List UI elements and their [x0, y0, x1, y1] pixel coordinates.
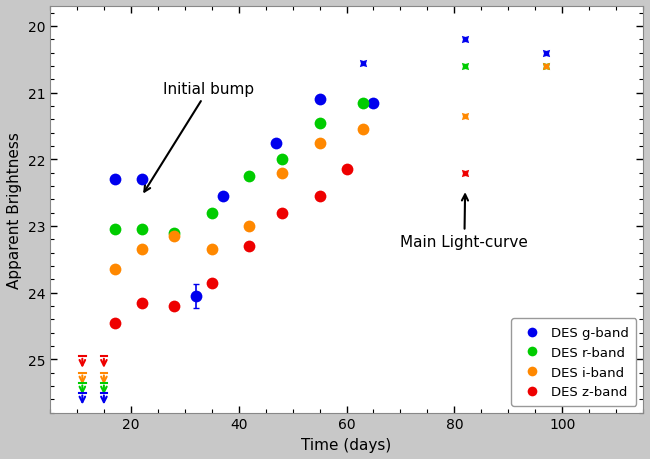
Point	[277, 209, 287, 217]
Text: Initial bump: Initial bump	[144, 82, 254, 192]
Point	[207, 209, 217, 217]
Point	[358, 100, 368, 107]
Point	[136, 176, 147, 184]
Point	[541, 63, 551, 71]
Point	[217, 193, 228, 200]
Point	[136, 226, 147, 234]
Point	[136, 299, 147, 307]
Point	[244, 173, 255, 180]
Point	[244, 243, 255, 250]
Point	[136, 246, 147, 253]
Point	[271, 140, 281, 147]
Point	[369, 100, 379, 107]
Point	[341, 166, 352, 174]
Point	[109, 319, 120, 327]
Point	[277, 169, 287, 177]
Point	[109, 176, 120, 184]
Text: Main Light-curve: Main Light-curve	[400, 195, 528, 250]
Point	[109, 226, 120, 234]
Point	[315, 96, 325, 104]
Point	[169, 230, 179, 237]
Point	[541, 50, 551, 57]
Point	[169, 233, 179, 240]
Point	[277, 156, 287, 163]
Legend: DES g-band, DES r-band, DES i-band, DES z-band: DES g-band, DES r-band, DES i-band, DES …	[511, 319, 636, 406]
Point	[244, 223, 255, 230]
Point	[358, 60, 368, 67]
Point	[358, 100, 368, 107]
Point	[358, 126, 368, 134]
Point	[460, 63, 471, 71]
Point	[460, 37, 471, 44]
Point	[207, 246, 217, 253]
Point	[109, 266, 120, 274]
Point	[315, 140, 325, 147]
Y-axis label: Apparent Brightness: Apparent Brightness	[7, 132, 22, 288]
Point	[190, 293, 201, 300]
Point	[169, 302, 179, 310]
Point	[315, 193, 325, 200]
Point	[541, 63, 551, 71]
Point	[207, 280, 217, 287]
X-axis label: Time (days): Time (days)	[302, 437, 392, 452]
Point	[315, 120, 325, 127]
Point	[460, 169, 471, 177]
Point	[460, 113, 471, 120]
